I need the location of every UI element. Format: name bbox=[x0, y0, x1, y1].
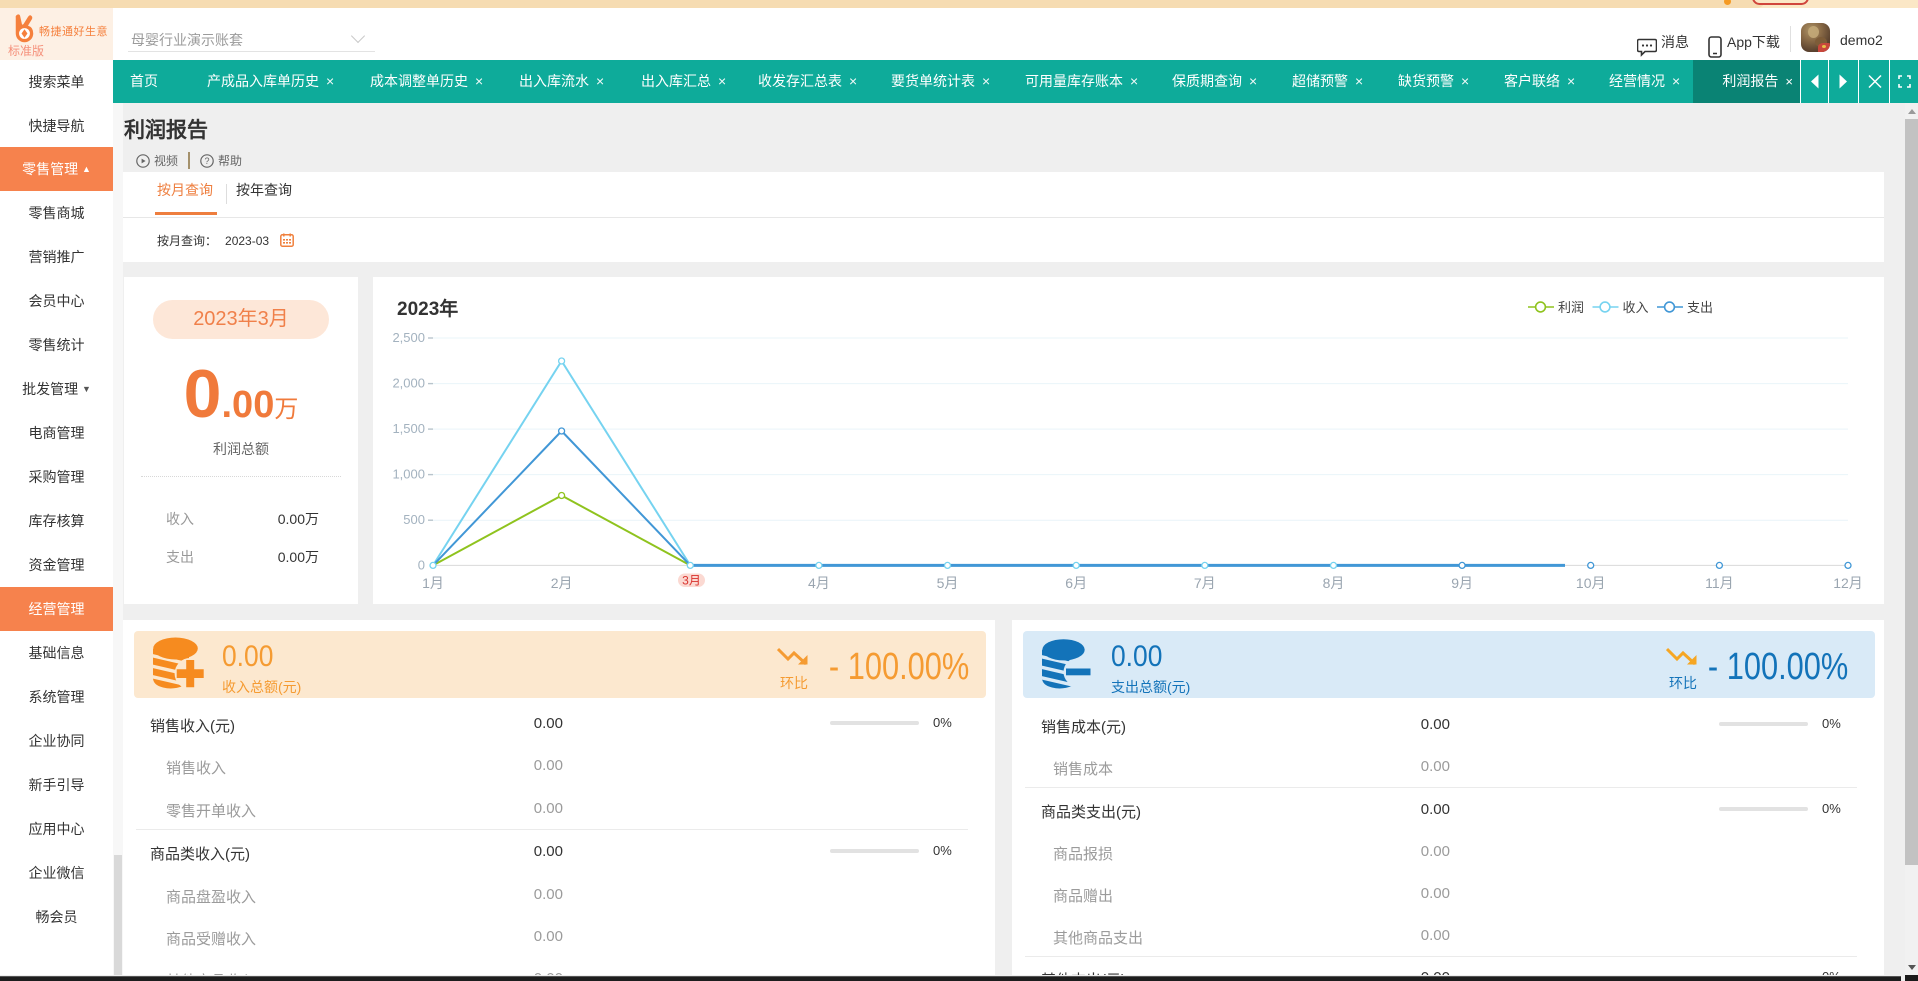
svg-text:4月: 4月 bbox=[808, 575, 830, 591]
svg-text:1月: 1月 bbox=[422, 575, 444, 591]
svg-text:12月: 12月 bbox=[1833, 575, 1863, 591]
svg-text:500: 500 bbox=[403, 512, 425, 527]
svg-text:收入: 收入 bbox=[1623, 300, 1649, 315]
svg-text:利润: 利润 bbox=[1558, 300, 1584, 315]
svg-text:2,000: 2,000 bbox=[392, 376, 425, 391]
svg-text:2,500: 2,500 bbox=[392, 330, 425, 345]
svg-text:1,500: 1,500 bbox=[392, 421, 425, 436]
svg-text:10月: 10月 bbox=[1576, 575, 1606, 591]
svg-text:1,000: 1,000 bbox=[392, 467, 425, 482]
svg-text:2023年: 2023年 bbox=[397, 297, 458, 320]
svg-text:11月: 11月 bbox=[1705, 575, 1734, 591]
svg-text:7月: 7月 bbox=[1194, 575, 1216, 591]
svg-text:3月: 3月 bbox=[682, 574, 701, 588]
svg-text:0: 0 bbox=[418, 557, 425, 572]
svg-text:支出: 支出 bbox=[1687, 300, 1713, 315]
svg-text:2月: 2月 bbox=[551, 575, 573, 591]
svg-text:?: ? bbox=[205, 156, 210, 166]
svg-text:8月: 8月 bbox=[1323, 575, 1345, 591]
svg-text:5月: 5月 bbox=[937, 575, 959, 591]
svg-text:9月: 9月 bbox=[1451, 575, 1473, 591]
svg-text:6月: 6月 bbox=[1065, 575, 1087, 591]
